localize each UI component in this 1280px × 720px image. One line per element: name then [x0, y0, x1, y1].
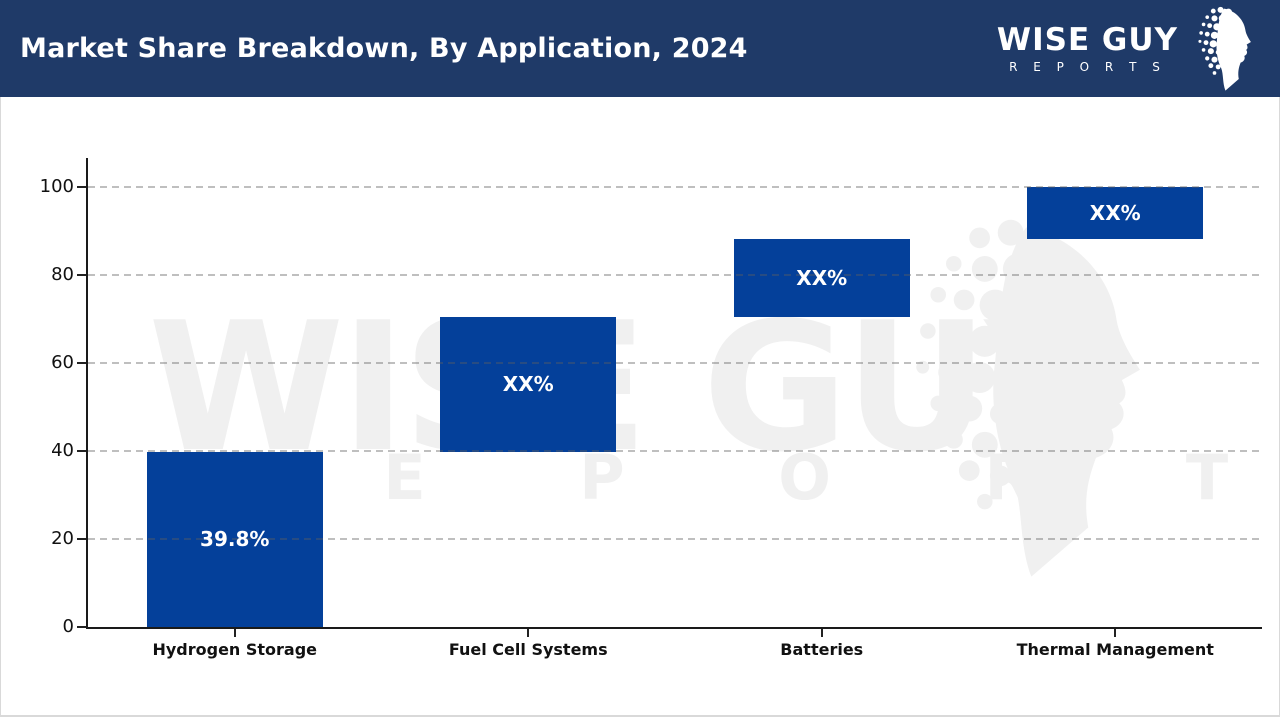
y-axis-line: [86, 158, 88, 629]
x-category-label: Hydrogen Storage: [152, 640, 318, 659]
y-tick-mark: [77, 450, 86, 452]
y-tick-label: 100: [39, 176, 74, 197]
wiseguy-logo-text: WISE GUY R E P O R T S: [996, 21, 1178, 74]
x-category-label: Fuel Cell Systems: [448, 640, 608, 659]
gridline-y100: [88, 186, 1262, 188]
y-tick-mark: [77, 626, 86, 628]
header-bar: Market Share Breakdown, By Application, …: [0, 0, 1280, 97]
wiseguy-head-icon: [1198, 6, 1251, 91]
y-tick-label: 80: [51, 264, 74, 285]
y-tick-label: 40: [51, 440, 74, 461]
y-tick-label: 20: [51, 528, 74, 549]
bar-value-label: XX%: [796, 265, 848, 290]
y-tick-mark: [77, 362, 86, 364]
y-tick-mark: [77, 186, 86, 188]
bar-value-label: XX%: [502, 372, 554, 397]
logo-subtitle: R E P O R T S: [1009, 59, 1166, 74]
page-title: Market Share Breakdown, By Application, …: [20, 33, 748, 64]
x-tick-mark: [527, 629, 530, 637]
x-tick-mark: [820, 629, 823, 637]
bar-batteries: [733, 238, 910, 317]
y-tick-label: 60: [51, 352, 74, 373]
x-category-label: Thermal Management: [1016, 640, 1214, 659]
gridline-y80: [88, 274, 1262, 276]
x-tick-mark: [233, 629, 236, 637]
gridline-y40: [88, 450, 1262, 452]
logo-wordmark: WISE GUY: [996, 21, 1178, 58]
bar-value-label: XX%: [1089, 200, 1141, 225]
y-tick-mark: [77, 274, 86, 276]
gridline-y20: [88, 538, 1262, 540]
x-category-label: Batteries: [780, 640, 864, 659]
bar-hydrogen-storage: [146, 451, 323, 627]
y-tick-mark: [77, 538, 86, 540]
y-tick-label: 0: [62, 616, 74, 637]
gridline-y60: [88, 362, 1262, 364]
x-tick-mark: [1114, 629, 1117, 637]
bar-fuel-cell-systems: [440, 316, 617, 452]
x-axis-line: [86, 627, 1262, 629]
bar-value-label: 39.8%: [200, 527, 270, 552]
wiseguy-logo: WISE GUY R E P O R T S: [997, 5, 1266, 93]
